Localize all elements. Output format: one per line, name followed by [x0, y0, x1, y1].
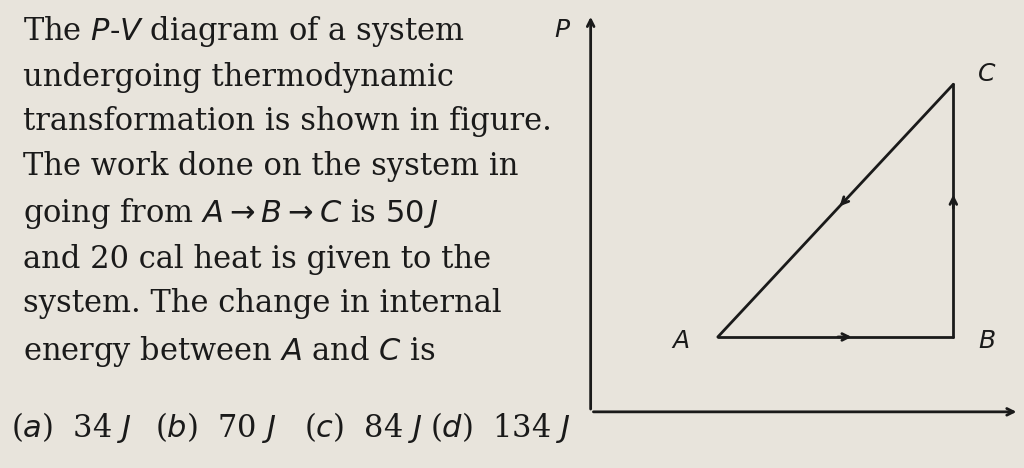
Text: $B$: $B$	[978, 330, 995, 353]
Text: $P$: $P$	[554, 19, 571, 42]
Text: The $P$-$V$ diagram of a system
undergoing thermodynamic
transformation is shown: The $P$-$V$ diagram of a system undergoi…	[23, 14, 552, 369]
Text: ($a$)  34 $J$: ($a$) 34 $J$	[11, 410, 132, 445]
Text: ($d$)  134 $J$: ($d$) 134 $J$	[430, 410, 570, 445]
Text: $A$: $A$	[671, 330, 689, 353]
Text: ($b$)  70 $J$: ($b$) 70 $J$	[155, 410, 276, 445]
Text: ($c$)  84 $J$: ($c$) 84 $J$	[304, 410, 423, 445]
Text: $C$: $C$	[977, 63, 996, 87]
